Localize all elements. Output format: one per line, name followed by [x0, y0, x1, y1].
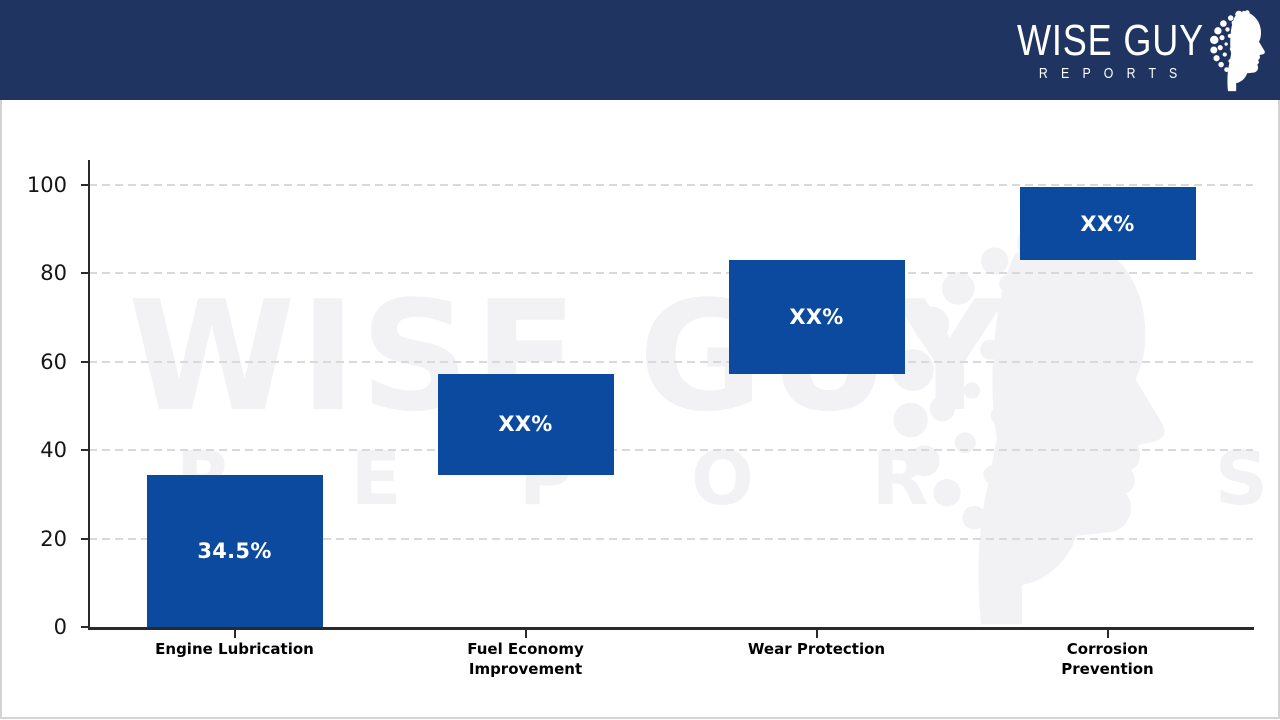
x-tick-mark [233, 630, 236, 638]
bar-4: XX% [1019, 187, 1196, 261]
brand-subtitle: R E P O R T S [1038, 65, 1183, 83]
logo-head-icon [1210, 10, 1265, 92]
x-category-label-line: Fuel Economy [467, 640, 584, 658]
x-tick-mark [815, 630, 818, 638]
y-tick-label: 60 [40, 349, 67, 374]
bar-2: XX% [437, 374, 614, 475]
y-tick-mark [81, 537, 89, 540]
y-tick-mark [81, 449, 89, 452]
x-axis-line [88, 627, 1254, 630]
y-tick-label: 0 [53, 615, 67, 639]
bar-value-label: 34.5% [197, 538, 272, 563]
bar-value-label: XX% [1080, 211, 1135, 236]
bar-value-label: XX% [498, 412, 553, 437]
x-category-label-line: Engine Lubrication [155, 640, 314, 658]
y-tick-mark [81, 626, 89, 628]
y-axis-line [88, 160, 90, 630]
x-category-label: Engine Lubrication [125, 639, 345, 659]
gridline-80 [89, 272, 1253, 275]
x-category-label: Wear Protection [707, 639, 927, 659]
x-category-label: Corrosion Prevention [998, 639, 1218, 680]
x-category-label: Fuel Economy Improvement [416, 639, 636, 680]
y-tick-label: 20 [40, 526, 67, 551]
brand-logo: WISE GUY R E P O R T S [976, 4, 1270, 96]
y-tick-label: 40 [40, 438, 67, 463]
x-tick-mark [524, 630, 527, 638]
x-category-label-line: Improvement [468, 660, 583, 679]
x-tick-mark [1106, 630, 1109, 638]
x-category-label-line: Prevention [1061, 660, 1154, 679]
y-tick-mark [81, 184, 89, 186]
x-category-label-line: Corrosion [1066, 640, 1149, 658]
y-tick-label: 100 [26, 173, 67, 197]
y-tick-mark [81, 272, 89, 275]
brand-logo-text: WISE GUY R E P O R T S [1017, 15, 1204, 83]
bar-3: XX% [728, 260, 905, 375]
gridline-100 [89, 184, 1253, 186]
bar-value-label: XX% [789, 305, 844, 330]
x-category-label-line: Wear Protection [747, 640, 886, 658]
y-tick-mark [81, 360, 89, 363]
bar-1: 34.5% [146, 474, 323, 627]
y-tick-label: 80 [40, 261, 67, 286]
gridline-40 [89, 449, 1253, 452]
gridline-20 [89, 537, 1253, 540]
brand-name: WISE GUY [1017, 15, 1204, 65]
gridline-60 [89, 360, 1253, 363]
header-bar [0, 0, 1280, 100]
